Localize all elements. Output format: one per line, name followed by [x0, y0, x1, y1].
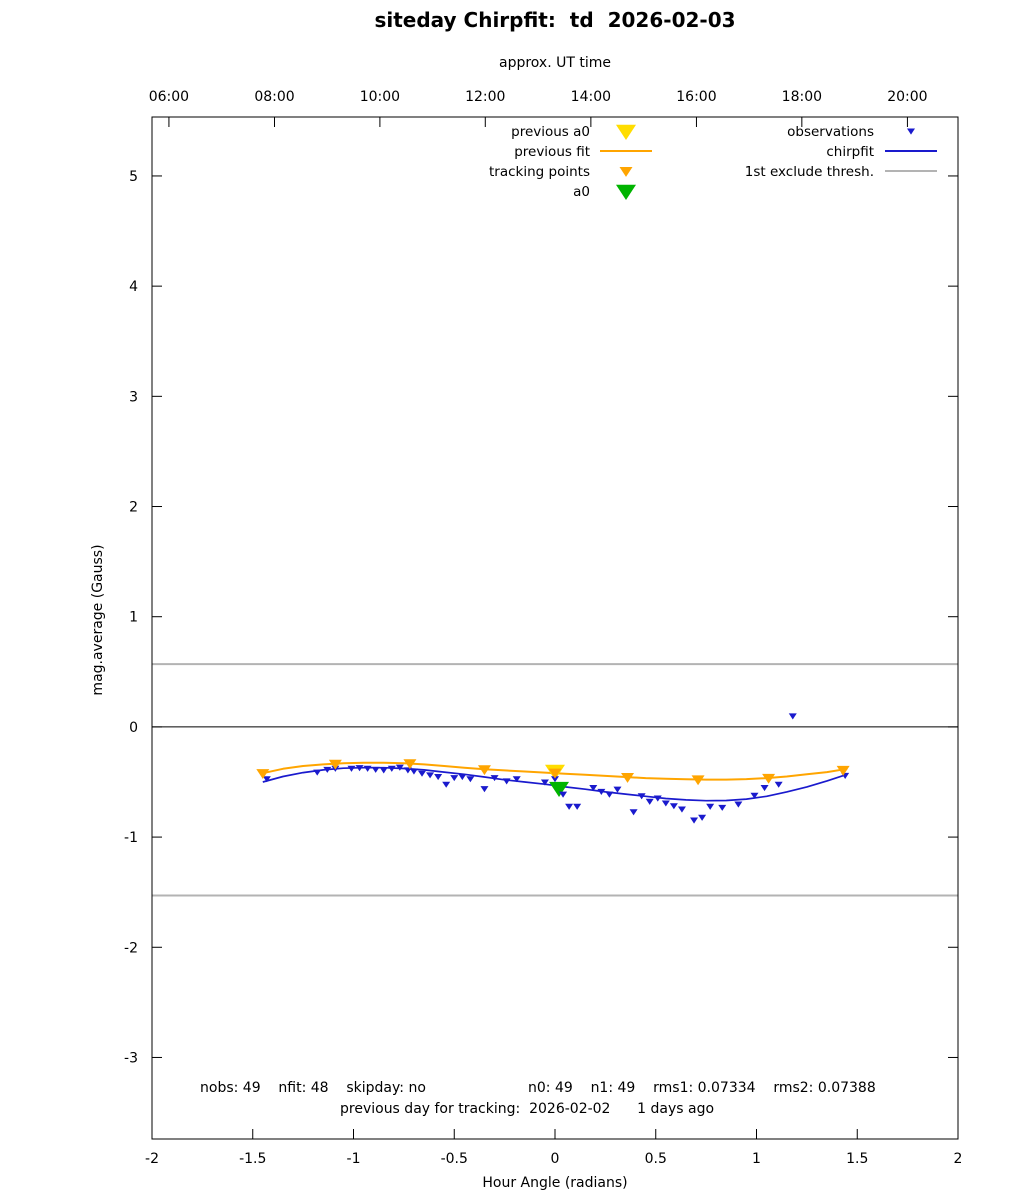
stats-counts: nobs: 49 nfit: 48 skipday: no — [200, 1080, 426, 1096]
svg-text:08:00: 08:00 — [254, 89, 294, 105]
svg-text:20:00: 20:00 — [887, 89, 927, 105]
svg-text:4: 4 — [129, 279, 138, 295]
svg-text:-1: -1 — [124, 830, 138, 846]
svg-text:-1: -1 — [347, 1151, 361, 1167]
legend: previous a0 previous fit tracking points a0… — [489, 124, 937, 200]
svg-text:-3: -3 — [124, 1050, 138, 1066]
svg-text:0.5: 0.5 — [645, 1151, 667, 1167]
svg-text:14:00: 14:00 — [571, 89, 611, 105]
svg-text:5: 5 — [129, 169, 138, 185]
svg-text:10:00: 10:00 — [360, 89, 400, 105]
svg-text:previous fit: previous fit — [514, 144, 590, 160]
svg-text:-2: -2 — [145, 1151, 159, 1167]
svg-text:1: 1 — [752, 1151, 761, 1167]
svg-text:chirpfit: chirpfit — [826, 144, 874, 160]
svg-text:06:00: 06:00 — [149, 89, 189, 105]
svg-text:1st exclude thresh.: 1st exclude thresh. — [745, 164, 874, 180]
svg-text:a0: a0 — [573, 184, 590, 200]
svg-text:-1.5: -1.5 — [239, 1151, 266, 1167]
svg-text:tracking points: tracking points — [489, 164, 590, 180]
svg-text:0: 0 — [551, 1151, 560, 1167]
observations-series — [262, 713, 850, 824]
top-axis-label: approx. UT time — [499, 55, 611, 71]
svg-text:-2: -2 — [124, 940, 138, 956]
svg-text:-0.5: -0.5 — [441, 1151, 468, 1167]
page-title: siteday Chirpfit: td 2026-02-03 — [374, 8, 736, 32]
stats-rms: n0: 49 n1: 49 rms1: 0.07334 rms2: 0.0738… — [528, 1080, 876, 1096]
svg-text:1.5: 1.5 — [846, 1151, 868, 1167]
svg-text:observations: observations — [787, 124, 874, 140]
reference-lines — [152, 663, 958, 897]
plot-border-and-ticks: -2 -1.5 -1 -0.5 0 0.5 1 1.5 2 06:00 08:00 10:00 12:0… — [124, 89, 962, 1167]
svg-text:previous a0: previous a0 — [511, 124, 590, 140]
x-axis-label: Hour Angle (radians) — [482, 1175, 628, 1191]
svg-text:2: 2 — [954, 1151, 963, 1167]
tracking-points-series — [256, 759, 850, 786]
svg-text:1: 1 — [129, 610, 138, 626]
svg-text:16:00: 16:00 — [676, 89, 716, 105]
y-axis-label: mag.average (Gauss) — [90, 544, 106, 696]
svg-text:2: 2 — [129, 500, 138, 516]
stats-previous-day: previous day for tracking: 2026-02-02 1 … — [340, 1101, 715, 1117]
svg-text:12:00: 12:00 — [465, 89, 505, 105]
svg-text:3: 3 — [129, 389, 138, 405]
svg-text:0: 0 — [129, 720, 138, 736]
a0-marker — [549, 781, 570, 798]
svg-text:18:00: 18:00 — [782, 89, 822, 105]
